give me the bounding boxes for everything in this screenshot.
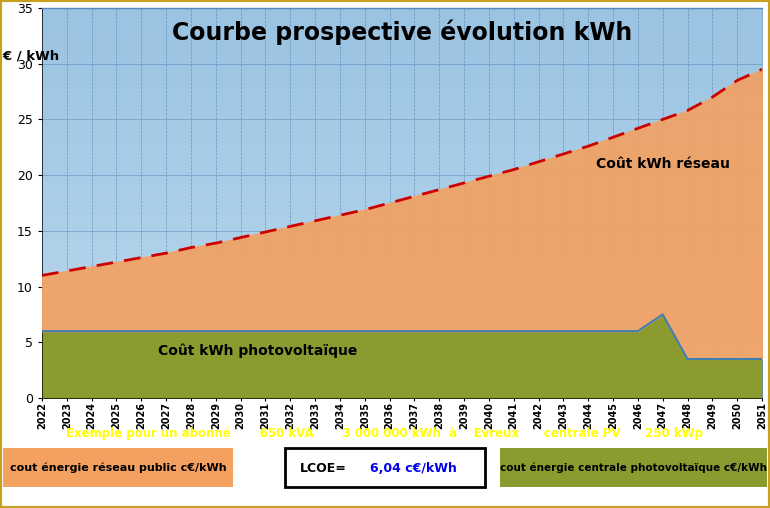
Bar xyxy=(3,448,233,487)
Text: LCOE=: LCOE= xyxy=(300,461,346,474)
Text: Courbe prospective évolution kWh: Courbe prospective évolution kWh xyxy=(172,20,632,45)
Text: cout énergie centrale photovoltaïque c€/kWh: cout énergie centrale photovoltaïque c€/… xyxy=(500,463,766,473)
Text: cout énergie réseau public c€/kWh: cout énergie réseau public c€/kWh xyxy=(10,463,226,473)
Text: Coût kWh photovoltaïque: Coût kWh photovoltaïque xyxy=(159,344,358,359)
Bar xyxy=(500,448,767,487)
Text: 6,04 c€/kWh: 6,04 c€/kWh xyxy=(370,461,457,474)
Bar xyxy=(285,448,485,487)
Text: Coût kWh réseau: Coût kWh réseau xyxy=(597,157,730,171)
Text: c€ / kWh: c€ / kWh xyxy=(0,50,59,63)
Text: Exemple pour un abonné       650 kVA       3 000 000 kWh  à    Evreux      centr: Exemple pour un abonné 650 kVA 3 000 000… xyxy=(66,428,704,440)
